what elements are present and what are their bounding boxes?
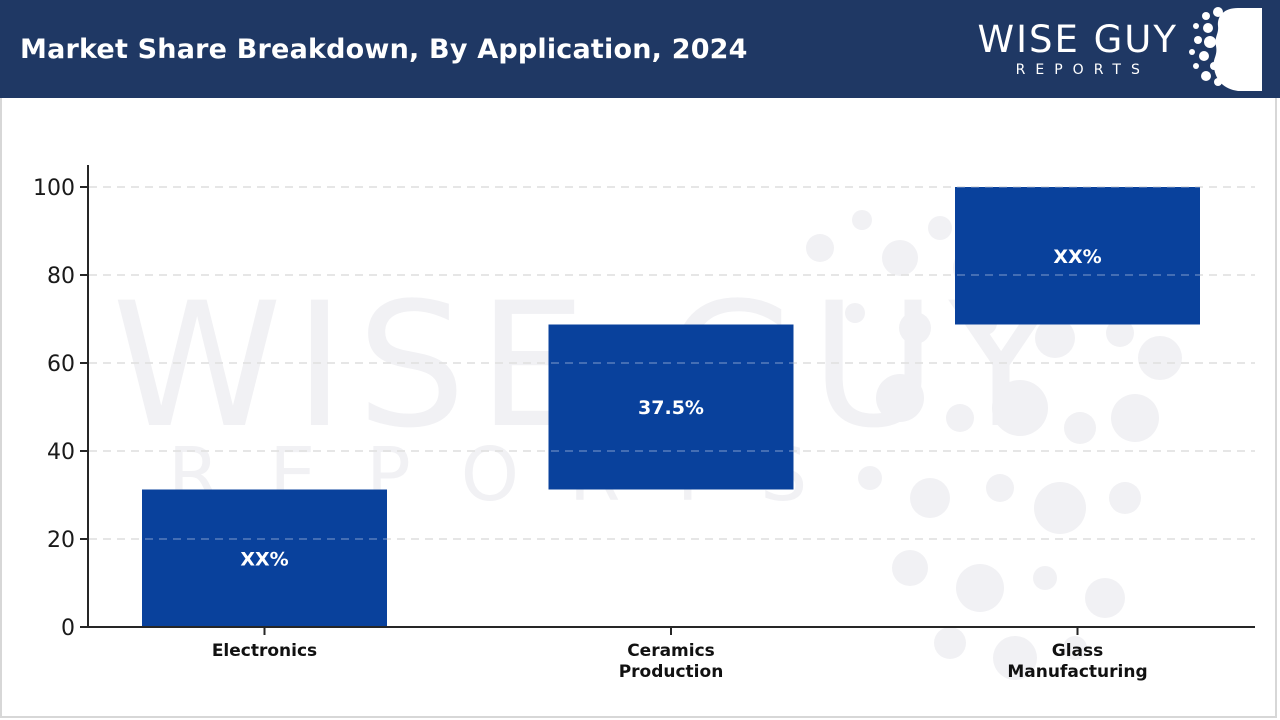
x-axis-category-label: Glass <box>1052 641 1104 661</box>
x-axis-category-label: Ceramics <box>627 641 715 661</box>
y-axis-tick-label: 0 <box>61 616 75 641</box>
y-axis-tick-label: 60 <box>47 352 75 377</box>
bar-chart: XX% 37.5% XX% 0 20 40 60 80 100 Electronics Cerami… <box>33 165 1255 682</box>
x-axis-category-label: Production <box>619 662 724 682</box>
header-bar: Market Share Breakdown, By Application, … <box>0 0 1280 98</box>
bar-value-label: 37.5% <box>638 397 704 419</box>
brand-subname: REPORTS <box>1015 62 1150 78</box>
x-axis-category-label: Electronics <box>212 641 317 661</box>
bar-segment <box>142 489 387 627</box>
y-axis-tick-label: 100 <box>33 176 75 201</box>
bar-value-label: XX% <box>240 548 288 570</box>
bar-value-label: XX% <box>1053 246 1101 268</box>
brand-logo: WISE GUY REPORTS <box>978 6 1262 92</box>
x-axis-category-label: Manufacturing <box>1007 662 1147 682</box>
y-axis-tick-label: 80 <box>47 264 75 289</box>
y-axis-tick-label: 40 <box>47 440 75 465</box>
page-title: Market Share Breakdown, By Application, … <box>20 33 748 65</box>
brand-logo-text: WISE GUY REPORTS <box>978 21 1178 77</box>
brand-name: WISE GUY <box>977 18 1178 61</box>
brand-face-icon <box>1189 7 1262 91</box>
y-axis-tick-label: 20 <box>47 528 75 553</box>
bar-segment <box>548 324 794 490</box>
